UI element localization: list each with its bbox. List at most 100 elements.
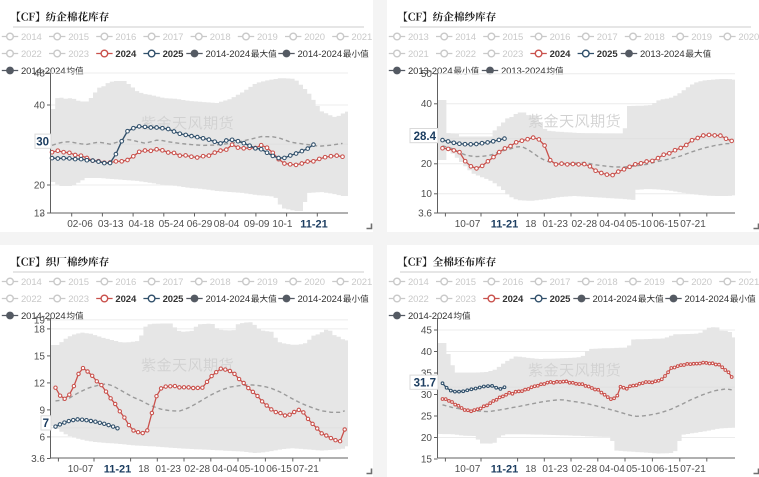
svg-text:2019: 2019 xyxy=(257,32,278,43)
svg-text:04-04: 04-04 xyxy=(599,219,625,230)
svg-text:2017: 2017 xyxy=(550,277,571,288)
svg-text:2015: 2015 xyxy=(502,32,523,43)
svg-text:11-21: 11-21 xyxy=(104,464,132,476)
svg-text:06-15: 06-15 xyxy=(266,464,292,475)
svg-text:2014-2024: 2014-2024 xyxy=(593,294,638,305)
svg-text:04-04: 04-04 xyxy=(212,464,238,475)
svg-text:09-09: 09-09 xyxy=(244,219,270,230)
svg-text:48: 48 xyxy=(34,68,46,79)
svg-text:28.4: 28.4 xyxy=(414,131,437,143)
svg-text:2019: 2019 xyxy=(691,32,712,43)
svg-text:05-10: 05-10 xyxy=(239,464,265,475)
svg-text:2023: 2023 xyxy=(502,49,523,60)
svg-text:2014: 2014 xyxy=(21,32,42,43)
svg-text:03-13: 03-13 xyxy=(98,219,124,230)
svg-text:05-10: 05-10 xyxy=(626,464,652,475)
svg-text:2016: 2016 xyxy=(502,277,523,288)
svg-text:02-28: 02-28 xyxy=(185,464,211,475)
svg-text:2013-2024: 2013-2024 xyxy=(501,66,546,77)
svg-text:06-29: 06-29 xyxy=(187,219,213,230)
svg-text:2023: 2023 xyxy=(68,49,89,60)
svg-text:2021: 2021 xyxy=(738,277,759,288)
svg-text:18: 18 xyxy=(525,464,537,475)
svg-text:2025: 2025 xyxy=(163,294,185,305)
svg-text:2025: 2025 xyxy=(550,294,572,305)
svg-text:15: 15 xyxy=(34,351,46,362)
svg-text:2014-2024: 2014-2024 xyxy=(206,294,251,305)
svg-text:2021: 2021 xyxy=(408,49,429,60)
svg-text:2014-2024: 2014-2024 xyxy=(21,311,66,322)
svg-text:07-21: 07-21 xyxy=(293,464,319,475)
svg-text:10-07: 10-07 xyxy=(455,219,481,230)
svg-text:2020: 2020 xyxy=(304,277,325,288)
svg-text:30: 30 xyxy=(421,390,433,401)
svg-text:2013: 2013 xyxy=(408,32,429,43)
svg-text:2021: 2021 xyxy=(351,32,372,43)
svg-text:2023: 2023 xyxy=(68,294,89,305)
svg-text:2017: 2017 xyxy=(597,32,618,43)
svg-text:2023: 2023 xyxy=(455,294,476,305)
svg-text:2013-2024: 2013-2024 xyxy=(408,66,453,77)
svg-text:18: 18 xyxy=(525,219,537,230)
svg-text:20: 20 xyxy=(421,433,433,444)
svg-text:07-21: 07-21 xyxy=(680,219,706,230)
svg-text:2020: 2020 xyxy=(304,32,325,43)
svg-text:2020: 2020 xyxy=(691,277,712,288)
svg-text:05-24: 05-24 xyxy=(159,219,185,230)
svg-text:11-21: 11-21 xyxy=(300,219,328,231)
svg-text:2016: 2016 xyxy=(115,32,136,43)
svg-text:2025: 2025 xyxy=(163,49,185,60)
svg-text:11-21: 11-21 xyxy=(491,464,519,476)
svg-text:18: 18 xyxy=(138,464,150,475)
svg-text:10-07: 10-07 xyxy=(455,464,481,475)
svg-text:2014: 2014 xyxy=(455,32,476,43)
svg-text:19: 19 xyxy=(34,315,46,326)
svg-text:25: 25 xyxy=(421,411,433,422)
svg-text:12: 12 xyxy=(34,378,46,389)
svg-text:2014: 2014 xyxy=(21,277,42,288)
svg-text:35: 35 xyxy=(421,368,433,379)
svg-text:20: 20 xyxy=(421,159,433,170)
svg-text:13: 13 xyxy=(34,208,46,219)
svg-text:2018: 2018 xyxy=(644,32,665,43)
svg-text:2014-2024: 2014-2024 xyxy=(21,66,66,77)
svg-text:2019: 2019 xyxy=(257,277,278,288)
svg-text:2022: 2022 xyxy=(408,294,429,305)
svg-text:2018: 2018 xyxy=(210,277,231,288)
svg-text:2014: 2014 xyxy=(408,277,429,288)
svg-text:04-18: 04-18 xyxy=(129,219,155,230)
svg-text:50: 50 xyxy=(421,69,433,80)
svg-text:01-23: 01-23 xyxy=(542,219,568,230)
svg-text:2019: 2019 xyxy=(644,277,665,288)
svg-text:07-21: 07-21 xyxy=(680,464,706,475)
svg-text:2016: 2016 xyxy=(550,32,571,43)
svg-text:30: 30 xyxy=(36,137,49,149)
svg-text:2015: 2015 xyxy=(455,277,476,288)
svg-text:2015: 2015 xyxy=(68,277,89,288)
svg-text:6: 6 xyxy=(39,432,45,443)
svg-text:2021: 2021 xyxy=(351,277,372,288)
svg-text:3.6: 3.6 xyxy=(31,454,45,465)
svg-text:31.7: 31.7 xyxy=(414,378,436,390)
svg-text:2017: 2017 xyxy=(163,277,184,288)
svg-text:08-04: 08-04 xyxy=(214,219,240,230)
svg-text:2014-2024: 2014-2024 xyxy=(298,49,343,60)
svg-text:7: 7 xyxy=(43,418,49,430)
svg-text:15: 15 xyxy=(421,454,433,465)
svg-text:2024: 2024 xyxy=(115,49,137,60)
svg-text:2016: 2016 xyxy=(115,277,136,288)
svg-text:11-21: 11-21 xyxy=(491,219,519,231)
svg-text:20: 20 xyxy=(34,180,46,191)
svg-text:2024: 2024 xyxy=(502,294,524,305)
svg-text:2025: 2025 xyxy=(597,49,619,60)
svg-text:06-15: 06-15 xyxy=(653,464,679,475)
svg-text:40: 40 xyxy=(421,347,433,358)
svg-text:9: 9 xyxy=(39,405,45,416)
svg-text:02-28: 02-28 xyxy=(572,219,598,230)
svg-text:40: 40 xyxy=(34,100,46,111)
svg-text:04-04: 04-04 xyxy=(599,464,625,475)
svg-text:2013-2024: 2013-2024 xyxy=(640,49,685,60)
svg-text:02-06: 02-06 xyxy=(67,219,93,230)
svg-text:45: 45 xyxy=(421,325,433,336)
svg-text:2020: 2020 xyxy=(738,32,759,43)
